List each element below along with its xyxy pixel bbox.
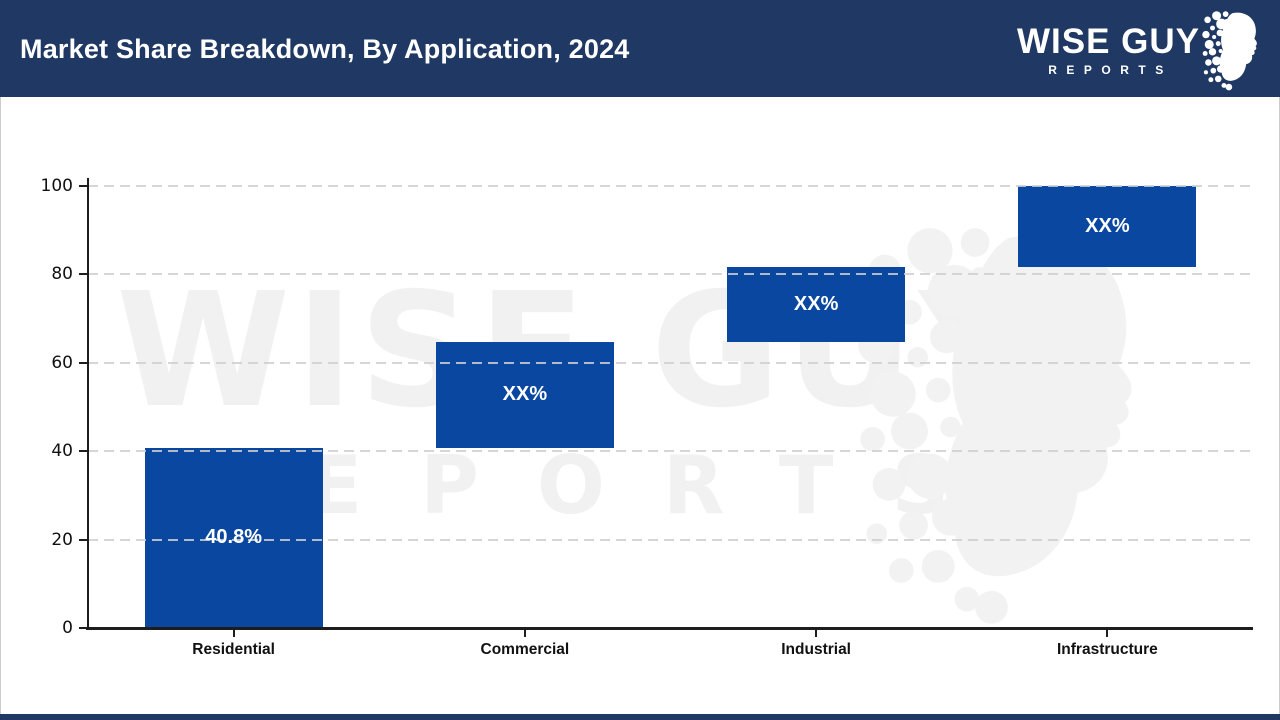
bar-label-residential: 40.8% (205, 525, 262, 548)
y-tick-label-100: 100 (40, 176, 73, 196)
bar-industrial (727, 267, 906, 343)
page-title: Market Share Breakdown, By Application, … (20, 34, 630, 64)
gridline-20 (88, 538, 1253, 541)
y-tick-20 (79, 538, 88, 541)
y-tick-40 (79, 450, 88, 453)
bar-label-industrial: XX% (793, 292, 839, 315)
y-tick-label-60: 60 (51, 352, 73, 373)
y-tick-0 (79, 627, 88, 629)
x-tick-commercial (523, 629, 526, 637)
x-tick-industrial (815, 629, 818, 637)
brand-head-icon (1202, 11, 1257, 91)
x-tick-residential (232, 629, 235, 637)
gridline-100 (88, 185, 1253, 187)
x-tick-infrastructure (1106, 629, 1109, 637)
y-tick-label-0: 0 (62, 618, 73, 638)
bar-infrastructure (1018, 186, 1197, 268)
gridline-60 (88, 361, 1253, 364)
brand-text: WISE GUY REPORTS (1017, 24, 1200, 77)
brand-wordmark: WISE GUY (1016, 22, 1200, 61)
bar-label-infrastructure: XX% (1085, 214, 1130, 237)
brand-logo: WISE GUY REPORTS (1016, 6, 1266, 92)
x-cat-label-commercial: Commercial (480, 641, 570, 658)
x-cat-label-industrial: Industrial (781, 641, 851, 658)
x-axis-line (86, 627, 1253, 630)
bar-label-commercial: XX% (502, 383, 548, 406)
y-tick-label-80: 80 (51, 264, 73, 285)
y-tick-label-40: 40 (51, 441, 73, 462)
y-tick-60 (79, 361, 88, 364)
bar-commercial (435, 342, 614, 448)
y-tick-label-20: 20 (51, 529, 73, 550)
x-cat-label-infrastructure: Infrastructure (1056, 641, 1158, 658)
gridline-80 (88, 273, 1253, 276)
brand-subword: REPORTS (1048, 63, 1173, 77)
bar-residential (144, 447, 323, 628)
footer-strip (0, 714, 1280, 720)
y-axis-line (87, 178, 89, 629)
header-bar: Market Share Breakdown, By Application, … (0, 0, 1280, 97)
gridline-40 (88, 450, 1253, 453)
y-tick-100 (79, 185, 88, 187)
x-cat-label-residential: Residential (192, 641, 275, 658)
y-tick-80 (79, 273, 88, 276)
